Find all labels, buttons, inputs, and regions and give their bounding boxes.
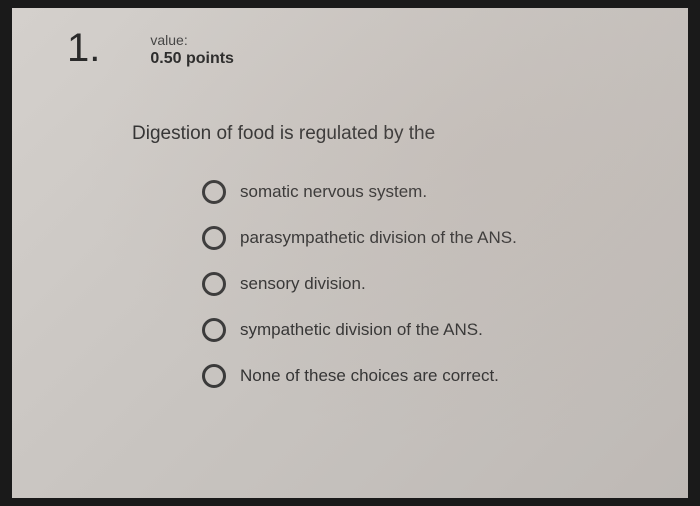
question-prompt: Digestion of food is regulated by the	[42, 123, 658, 145]
option-label: sympathetic division of the ANS.	[240, 320, 483, 340]
radio-icon[interactable]	[202, 272, 226, 296]
question-card: 1. value: 0.50 points Digestion of food …	[12, 8, 688, 498]
option-label: None of these choices are correct.	[240, 366, 499, 386]
radio-icon[interactable]	[202, 180, 226, 204]
value-block: value: 0.50 points	[150, 28, 234, 68]
option-row-3[interactable]: sympathetic division of the ANS.	[202, 318, 658, 342]
question-header: 1. value: 0.50 points	[42, 28, 658, 68]
radio-icon[interactable]	[202, 318, 226, 342]
option-row-0[interactable]: somatic nervous system.	[202, 180, 658, 204]
radio-icon[interactable]	[202, 226, 226, 250]
option-label: somatic nervous system.	[240, 182, 427, 202]
option-row-4[interactable]: None of these choices are correct.	[202, 364, 658, 388]
value-label: value:	[150, 32, 234, 48]
option-row-1[interactable]: parasympathetic division of the ANS.	[202, 226, 658, 250]
radio-icon[interactable]	[202, 364, 226, 388]
options-list: somatic nervous system. parasympathetic …	[42, 180, 658, 388]
option-label: parasympathetic division of the ANS.	[240, 228, 517, 248]
value-points: 0.50 points	[150, 50, 234, 68]
question-number: 1.	[67, 28, 100, 68]
option-row-2[interactable]: sensory division.	[202, 272, 658, 296]
option-label: sensory division.	[240, 274, 366, 294]
